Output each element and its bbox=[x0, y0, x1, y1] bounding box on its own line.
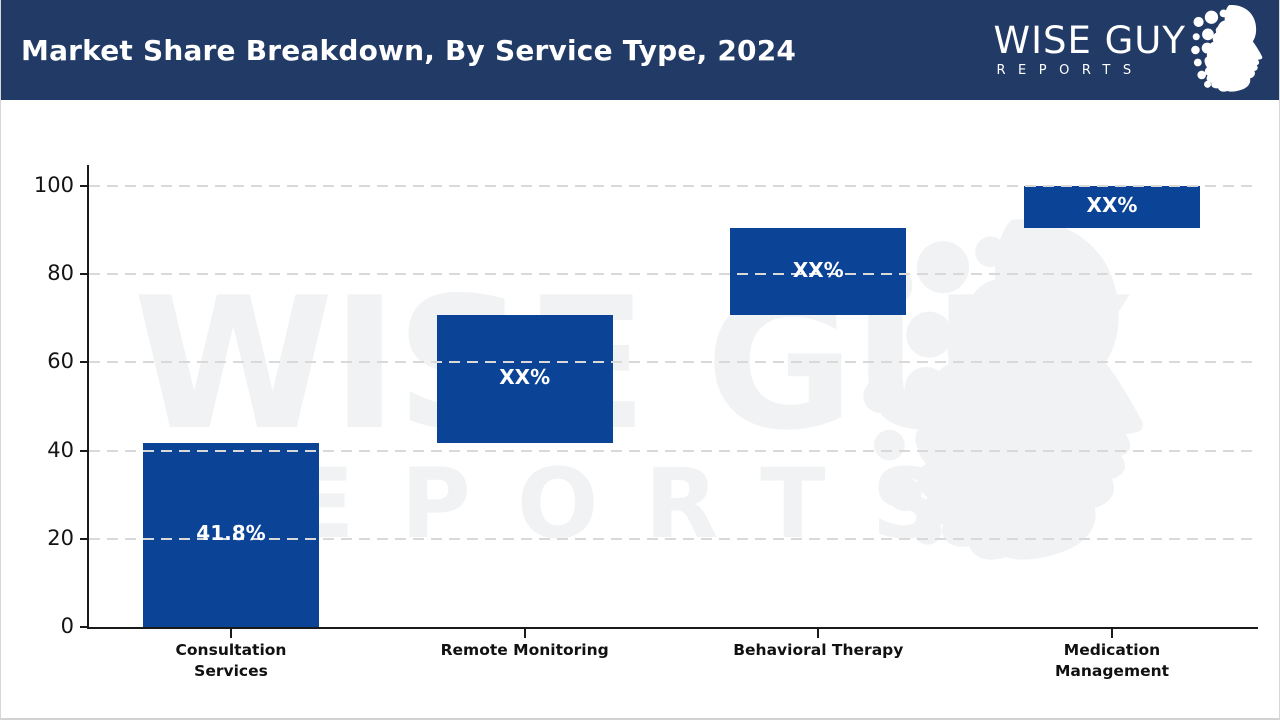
logo-text: WISE GUY REPORTS bbox=[993, 19, 1186, 78]
y-axis-line bbox=[87, 165, 89, 629]
bar-value-label: XX% bbox=[792, 257, 844, 282]
y-tick-label: 0 bbox=[60, 614, 74, 638]
gridline-80 bbox=[89, 273, 1258, 276]
bar-value-label: XX% bbox=[499, 364, 551, 389]
wise-guy-face-icon bbox=[1191, 5, 1263, 92]
y-tick-label: 20 bbox=[47, 525, 74, 550]
gridline-20 bbox=[89, 537, 1258, 540]
x-tick bbox=[1111, 629, 1113, 638]
bar-segment bbox=[143, 442, 319, 627]
x-tick bbox=[523, 629, 526, 638]
y-tick-label: 80 bbox=[47, 261, 74, 286]
bar-value-label: XX% bbox=[1086, 192, 1138, 217]
x-axis-line bbox=[87, 627, 1258, 629]
header-banner: Market Share Breakdown, By Service Type,… bbox=[1, 0, 1279, 100]
x-category-label: Behavioral Therapy bbox=[733, 641, 904, 659]
y-tick-20 bbox=[80, 537, 89, 540]
y-tick-label: 60 bbox=[47, 349, 74, 374]
bar-value-label: 41.8% bbox=[196, 520, 266, 545]
wise-guy-logo: WISE GUY REPORTS bbox=[993, 3, 1279, 97]
y-tick-40 bbox=[80, 449, 89, 452]
x-category-label: Remote Monitoring bbox=[440, 641, 609, 659]
x-tick bbox=[230, 629, 232, 638]
x-category-label: Consultation Services bbox=[175, 641, 287, 680]
y-tick-100 bbox=[80, 185, 89, 187]
logo-brand-name: WISE GUY bbox=[993, 19, 1186, 63]
y-tick-80 bbox=[80, 273, 89, 276]
x-category-label: Medication Management bbox=[1054, 641, 1170, 680]
gridline-60 bbox=[89, 361, 1258, 364]
y-tick-60 bbox=[80, 361, 89, 364]
x-tick bbox=[817, 629, 820, 638]
bar-segment bbox=[436, 315, 613, 443]
chart-title: Market Share Breakdown, By Service Type,… bbox=[21, 33, 797, 67]
y-tick-label: 100 bbox=[33, 173, 74, 197]
gridline-40 bbox=[89, 449, 1258, 452]
gridline-100 bbox=[89, 185, 1258, 187]
y-tick-0 bbox=[80, 626, 89, 628]
logo-brand-subtitle: REPORTS bbox=[996, 62, 1144, 78]
y-tick-label: 40 bbox=[47, 437, 74, 462]
